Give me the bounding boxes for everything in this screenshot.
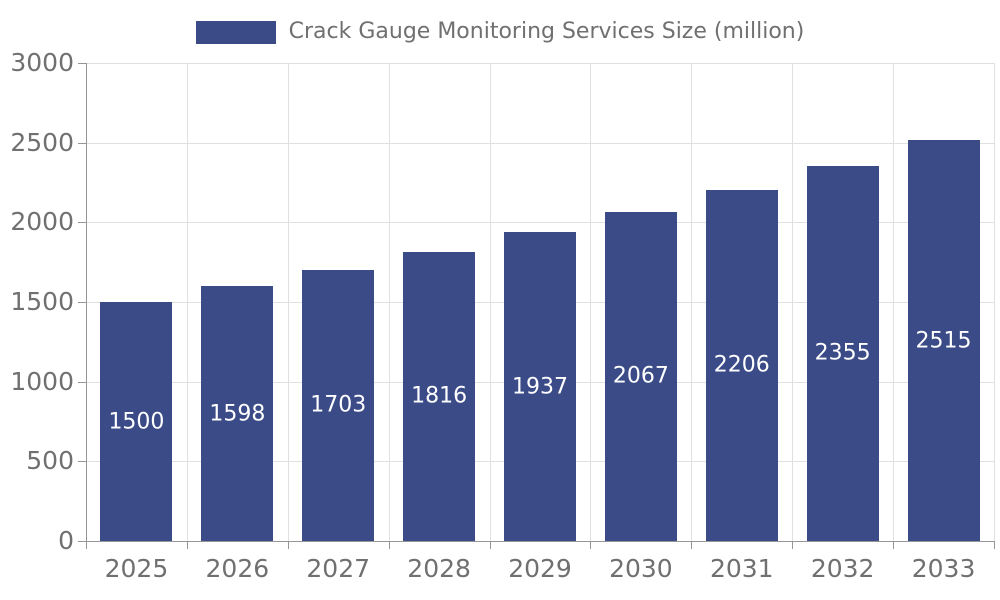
y-tick-mark xyxy=(78,381,86,383)
bar[interactable]: 1500 xyxy=(100,302,173,541)
x-tick-mark xyxy=(186,541,188,549)
gridline-vertical xyxy=(691,63,693,541)
y-tick-mark xyxy=(78,541,86,542)
x-tick-mark xyxy=(86,541,87,549)
x-tick-mark xyxy=(590,541,592,549)
x-tick-label: 2025 xyxy=(104,554,169,583)
x-tick-label: 2030 xyxy=(609,554,673,583)
x-tick-mark xyxy=(489,541,491,549)
bar-value-label: 2067 xyxy=(612,363,669,389)
gridline-horizontal xyxy=(86,142,994,144)
bar-value-label: 1816 xyxy=(411,383,468,409)
x-tick-label: 2031 xyxy=(709,554,774,583)
legend-swatch-icon xyxy=(195,20,276,44)
gridline-horizontal xyxy=(86,63,994,64)
bar-value-label: 2206 xyxy=(713,352,770,378)
gridline-vertical xyxy=(287,63,289,541)
y-axis-line xyxy=(86,63,87,549)
bar[interactable]: 1937 xyxy=(504,232,576,541)
bar[interactable]: 2515 xyxy=(907,140,980,541)
gridline-vertical xyxy=(893,63,895,541)
legend[interactable]: Crack Gauge Monitoring Services Size (mi… xyxy=(0,19,1000,45)
bar[interactable]: 2067 xyxy=(604,211,677,541)
bar-value-label: 1703 xyxy=(310,392,367,418)
legend-label: Crack Gauge Monitoring Services Size (mi… xyxy=(288,19,805,44)
bar-value-label: 2515 xyxy=(915,328,972,354)
gridline-vertical xyxy=(994,63,995,541)
bar-value-label: 1500 xyxy=(108,409,165,434)
gridline-vertical xyxy=(489,63,491,541)
y-tick-mark xyxy=(78,142,86,144)
y-tick-mark xyxy=(78,302,86,303)
y-tick-label: 1000 xyxy=(10,366,74,396)
y-tick-mark xyxy=(78,63,86,64)
gridline-vertical xyxy=(792,63,794,541)
bar-value-label: 1937 xyxy=(512,374,568,400)
bar-value-label: 2355 xyxy=(814,340,871,366)
x-tick-mark xyxy=(287,541,289,549)
bar[interactable]: 1598 xyxy=(201,286,274,541)
y-tick-label: 500 xyxy=(26,446,74,476)
x-tick-label: 2032 xyxy=(810,554,875,583)
x-tick-mark xyxy=(388,541,390,549)
x-tick-mark xyxy=(691,541,693,549)
gridline-vertical xyxy=(186,63,188,541)
y-tick-mark xyxy=(78,222,86,224)
x-tick-label: 2029 xyxy=(508,554,572,583)
x-axis-line xyxy=(86,541,994,542)
y-tick-mark xyxy=(78,461,86,463)
x-tick-label: 2027 xyxy=(306,554,371,583)
gridline-horizontal xyxy=(86,222,994,224)
x-tick-label: 2033 xyxy=(911,554,976,583)
y-tick-label: 2500 xyxy=(10,127,74,157)
x-tick-label: 2026 xyxy=(205,554,270,583)
bar[interactable]: 2206 xyxy=(705,189,778,541)
bar[interactable]: 2355 xyxy=(806,165,879,541)
x-tick-mark xyxy=(893,541,895,549)
bar[interactable]: 1703 xyxy=(302,269,375,541)
y-tick-label: 2000 xyxy=(10,207,74,237)
plot-area: 1500 1598 1703 1816 1937 2067 2206 2355 2515 xyxy=(86,63,995,541)
y-tick-label: 1500 xyxy=(10,287,74,316)
bar[interactable]: 1816 xyxy=(403,251,476,541)
bar-value-label: 1598 xyxy=(209,401,266,427)
y-tick-label: 3000 xyxy=(10,48,74,77)
x-tick-label: 2028 xyxy=(407,554,471,583)
y-tick-label: 0 xyxy=(58,526,74,555)
gridline-vertical xyxy=(388,63,390,541)
x-tick-mark xyxy=(994,541,995,549)
x-tick-mark xyxy=(792,541,794,549)
gridline-vertical xyxy=(590,63,592,541)
